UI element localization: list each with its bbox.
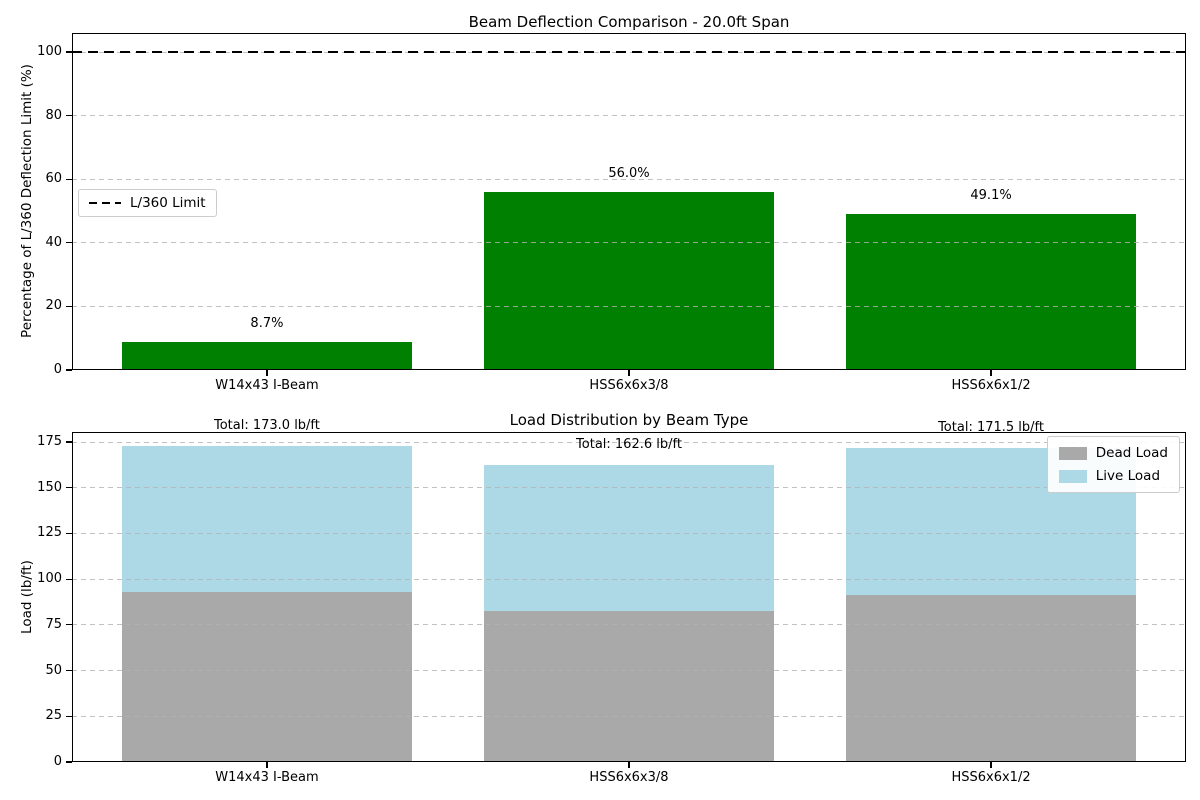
y-tick-label: 60 bbox=[45, 171, 62, 187]
dashed-line-sample bbox=[89, 201, 121, 205]
load-bar-segment bbox=[484, 464, 774, 611]
y-tick-mark bbox=[66, 532, 72, 535]
total-label: Total: 173.0 lb/ft bbox=[213, 417, 320, 433]
dead-load-legend-label: Dead Load bbox=[1095, 445, 1168, 461]
bar-value-label: 49.1% bbox=[970, 187, 1012, 203]
y-tick-label: 175 bbox=[37, 434, 62, 450]
y-tick-mark bbox=[66, 669, 72, 672]
y-tick-mark bbox=[66, 178, 72, 180]
y-tick-label: 100 bbox=[37, 44, 62, 60]
y-tick-label: 40 bbox=[45, 234, 62, 250]
y-tick-mark bbox=[66, 305, 72, 307]
x-tick-label: W14x43 I-Beam bbox=[215, 770, 319, 785]
y-tick-label: 0 bbox=[53, 754, 62, 769]
y-tick-label: 75 bbox=[45, 616, 62, 632]
grid-line bbox=[72, 242, 1186, 244]
dead-load-swatch bbox=[1058, 446, 1087, 460]
load-bar-segment bbox=[121, 445, 412, 592]
y-tick-mark bbox=[66, 51, 72, 53]
x-tick-label: HSS6x6x3/8 bbox=[589, 378, 669, 393]
x-tick-mark bbox=[990, 762, 992, 768]
total-label: Total: 162.6 lb/ft bbox=[576, 436, 682, 452]
x-tick-mark bbox=[266, 370, 268, 376]
chart1-y-axis-label: Percentage of L/360 Deflection Limit (%) bbox=[19, 64, 35, 338]
y-tick-label: 50 bbox=[45, 662, 62, 678]
y-tick-mark bbox=[66, 578, 72, 580]
y-tick-label: 100 bbox=[37, 571, 62, 587]
y-tick-label: 150 bbox=[37, 479, 62, 495]
x-tick-mark bbox=[266, 762, 268, 768]
y-tick-mark bbox=[66, 624, 72, 626]
chart2-legend: Dead Load Live Load bbox=[1046, 436, 1180, 493]
chart2-title: Load Distribution by Beam Type bbox=[509, 411, 749, 429]
grid-line bbox=[72, 624, 1186, 626]
x-tick-label: HSS6x6x1/2 bbox=[951, 770, 1031, 785]
legend-row-dead-load: Dead Load bbox=[1058, 445, 1168, 461]
grid-line bbox=[72, 532, 1186, 534]
x-tick-label: W14x43 I-Beam bbox=[215, 378, 319, 393]
x-tick-label: HSS6x6x1/2 bbox=[951, 378, 1031, 393]
deflection-bar bbox=[846, 213, 1137, 370]
limit-reference-line bbox=[72, 50, 1186, 54]
x-tick-mark bbox=[628, 370, 630, 376]
y-tick-label: 20 bbox=[45, 298, 62, 314]
live-load-legend-label: Live Load bbox=[1095, 468, 1161, 484]
y-tick-label: 80 bbox=[45, 107, 62, 123]
deflection-bar bbox=[484, 191, 774, 370]
y-tick-mark bbox=[66, 715, 72, 717]
bar-value-label: 56.0% bbox=[608, 165, 650, 181]
chart1-legend: L/360 Limit bbox=[78, 189, 217, 217]
grid-line bbox=[72, 670, 1186, 672]
load-plot-area: 0 25 50 75 100 125 150 175 W14x43 I-Beam Total: 1… bbox=[37, 418, 1186, 785]
grid-line bbox=[72, 487, 1186, 489]
bar-value-label: 8.7% bbox=[250, 316, 284, 332]
load-bar-segment bbox=[846, 594, 1137, 762]
y-tick-mark bbox=[66, 369, 72, 371]
x-tick-mark bbox=[628, 762, 630, 768]
x-tick-label: HSS6x6x3/8 bbox=[589, 770, 669, 785]
total-label: Total: 171.5 lb/ft bbox=[938, 420, 1044, 436]
y-tick-mark bbox=[66, 242, 72, 244]
grid-line bbox=[72, 715, 1186, 717]
grid-line bbox=[72, 305, 1186, 307]
load-bar-segment bbox=[484, 610, 774, 762]
legend-row-live-load: Live Load bbox=[1058, 468, 1168, 484]
grid-line bbox=[72, 178, 1186, 180]
grid-line bbox=[72, 578, 1186, 580]
chart1-title: Beam Deflection Comparison - 20.0ft Span bbox=[468, 13, 790, 31]
chart1-legend-label: L/360 Limit bbox=[130, 195, 206, 211]
y-tick-label: 125 bbox=[37, 525, 62, 541]
live-load-swatch bbox=[1058, 469, 1087, 483]
y-tick-label: 25 bbox=[45, 708, 62, 724]
deflection-plot-area: 0 20 40 60 80 100 W14x43 I-Beam 8.7% HSS6x6x3/8 5… bbox=[37, 33, 1186, 393]
y-tick-mark bbox=[66, 761, 72, 763]
x-tick-mark bbox=[990, 370, 992, 376]
y-tick-mark bbox=[66, 487, 72, 489]
deflection-bar bbox=[121, 342, 412, 370]
load-bar-segment bbox=[121, 591, 412, 762]
y-tick-mark bbox=[66, 115, 72, 117]
y-tick-mark bbox=[66, 441, 72, 443]
grid-line bbox=[72, 115, 1186, 117]
grid-line bbox=[72, 441, 1186, 443]
y-tick-label: 0 bbox=[53, 362, 62, 377]
